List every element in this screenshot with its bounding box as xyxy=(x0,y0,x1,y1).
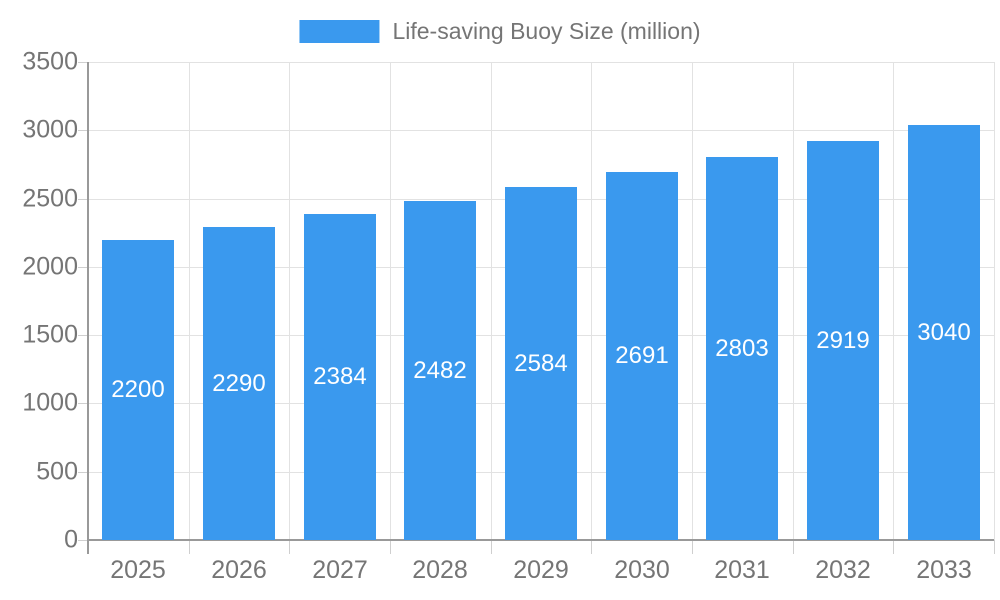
x-axis-tick-label: 2028 xyxy=(412,556,468,584)
x-gridline xyxy=(994,62,995,540)
x-axis-line xyxy=(88,539,994,541)
x-axis-tick-label: 2029 xyxy=(513,556,569,584)
x-axis-tick xyxy=(793,540,794,554)
bar-value-label: 2384 xyxy=(313,363,367,390)
x-axis-tick xyxy=(591,540,592,554)
x-gridline xyxy=(189,62,190,540)
plot-area: 0 500 1000 1500 2000 2500 3000 3500 2200 2290 2384… xyxy=(22,48,995,584)
bar-2028[interactable]: 2482 xyxy=(404,201,476,540)
legend-swatch-icon[interactable] xyxy=(299,20,380,43)
x-axis-tick-label: 2027 xyxy=(312,556,368,584)
x-gridline xyxy=(491,62,492,540)
y-axis-line xyxy=(87,62,89,554)
y-gridline xyxy=(88,62,994,63)
x-axis-tick xyxy=(491,540,492,554)
bar-2026[interactable]: 2290 xyxy=(203,227,275,540)
bar-2029[interactable]: 2584 xyxy=(505,187,577,540)
y-axis-tick-label: 3500 xyxy=(22,47,78,76)
x-axis-tick xyxy=(390,540,391,554)
y-axis-tick xyxy=(78,403,88,405)
x-axis-tick-label: 2033 xyxy=(916,556,972,584)
bar-value-label: 3040 xyxy=(917,318,971,346)
chart-legend[interactable]: Life-saving Buoy Size (million) xyxy=(299,18,701,45)
y-axis-tick-label: 1500 xyxy=(22,320,78,349)
x-axis-tick xyxy=(189,540,190,554)
x-axis-tick xyxy=(289,540,290,554)
x-axis-tick xyxy=(692,540,693,554)
y-axis-tick-label: 1000 xyxy=(22,388,78,417)
x-gridline xyxy=(793,62,794,540)
x-gridline xyxy=(289,62,290,540)
y-axis-tick xyxy=(78,540,88,541)
y-axis-tick xyxy=(78,471,88,473)
x-gridline xyxy=(692,62,693,540)
x-axis-tick-label: 2032 xyxy=(815,556,871,584)
bar-2031[interactable]: 2803 xyxy=(706,157,778,540)
y-axis-tick-label: 500 xyxy=(36,457,78,486)
x-gridline xyxy=(893,62,894,540)
x-axis-tick-label: 2031 xyxy=(714,556,770,584)
bar-value-label: 2803 xyxy=(715,334,769,362)
bar-value-label: 2584 xyxy=(514,349,568,377)
bar-2027[interactable]: 2384 xyxy=(304,214,376,540)
bar-2030[interactable]: 2691 xyxy=(606,172,678,540)
y-gridline xyxy=(88,130,994,132)
y-axis-tick xyxy=(78,198,88,200)
x-axis-tick-label: 2025 xyxy=(110,556,166,584)
bar-value-label: 2482 xyxy=(413,356,467,384)
y-axis-tick xyxy=(78,62,88,63)
y-axis-tick-label: 2500 xyxy=(22,184,78,213)
x-axis-tick xyxy=(893,540,894,554)
y-axis-tick xyxy=(78,130,88,132)
bar-value-label: 2691 xyxy=(615,342,669,369)
x-gridline xyxy=(591,62,592,540)
x-axis-tick-label: 2026 xyxy=(211,556,267,584)
y-axis-tick xyxy=(78,266,88,268)
bar-value-label: 2919 xyxy=(816,326,870,354)
bar-2025[interactable]: 2200 xyxy=(102,240,174,540)
bar-2033[interactable]: 3040 xyxy=(908,125,980,540)
y-axis-tick-label: 3000 xyxy=(22,115,78,144)
bar-value-label: 2200 xyxy=(111,376,165,403)
legend-label[interactable]: Life-saving Buoy Size (million) xyxy=(392,18,701,44)
x-gridline xyxy=(390,62,391,540)
y-axis-tick-label: 2000 xyxy=(22,252,78,281)
y-axis-tick xyxy=(78,335,88,337)
y-axis-tick-label: 0 xyxy=(64,525,78,554)
bar-2032[interactable]: 2919 xyxy=(807,141,879,540)
x-axis-tick xyxy=(994,540,995,554)
x-axis-tick-label: 2030 xyxy=(614,556,670,584)
bar-value-label: 2290 xyxy=(212,369,266,397)
